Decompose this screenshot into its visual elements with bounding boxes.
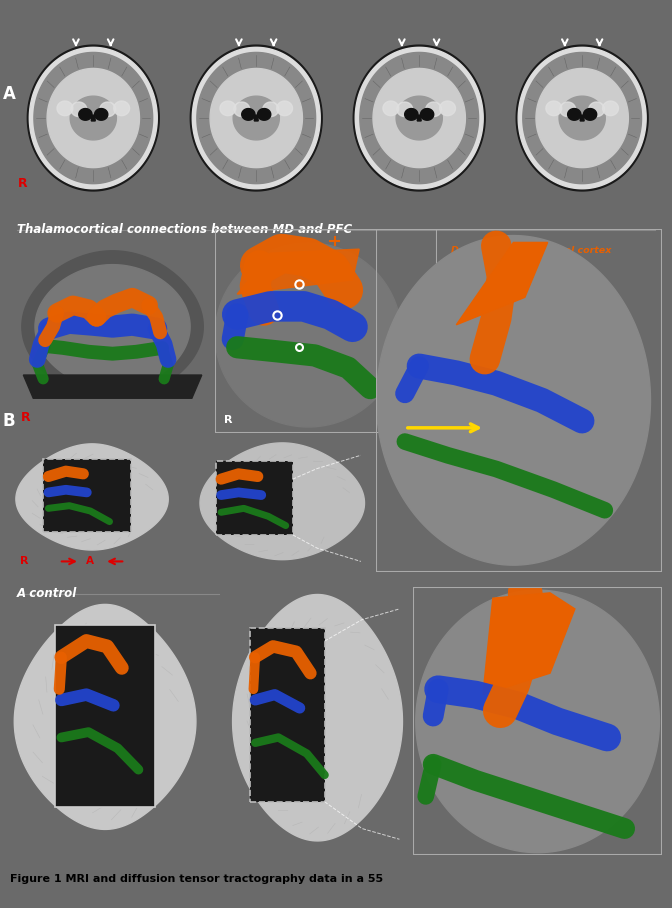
Polygon shape: [583, 109, 597, 120]
Polygon shape: [16, 444, 168, 550]
Polygon shape: [536, 68, 628, 168]
Text: A: A: [3, 85, 15, 103]
Polygon shape: [277, 101, 292, 115]
Polygon shape: [28, 45, 159, 191]
Text: A: A: [86, 557, 94, 567]
Polygon shape: [559, 96, 605, 140]
Polygon shape: [210, 68, 302, 168]
Polygon shape: [416, 590, 659, 853]
Polygon shape: [580, 115, 584, 121]
Polygon shape: [100, 102, 116, 116]
Polygon shape: [355, 47, 483, 189]
Polygon shape: [114, 101, 130, 115]
Polygon shape: [560, 102, 576, 116]
Polygon shape: [79, 109, 92, 120]
Polygon shape: [14, 605, 196, 829]
Text: R: R: [18, 177, 28, 191]
Polygon shape: [34, 53, 153, 183]
Text: B: B: [3, 412, 15, 430]
Bar: [43, 459, 130, 532]
Polygon shape: [192, 47, 321, 189]
Polygon shape: [546, 101, 562, 115]
Polygon shape: [190, 45, 322, 191]
Polygon shape: [197, 53, 316, 183]
Text: Dorsolateral prefrontal cortex: Dorsolateral prefrontal cortex: [452, 246, 612, 255]
Polygon shape: [353, 45, 485, 191]
Polygon shape: [233, 96, 280, 140]
Polygon shape: [35, 264, 190, 389]
Polygon shape: [30, 47, 157, 189]
Text: Ventrolateral prefrontal cortex: Ventrolateral prefrontal cortex: [452, 308, 616, 317]
Polygon shape: [383, 101, 398, 115]
Polygon shape: [47, 68, 140, 168]
Polygon shape: [396, 96, 442, 140]
Text: Thalamocortical connections between MD and PFC: Thalamocortical connections between MD a…: [17, 223, 351, 236]
Polygon shape: [215, 243, 401, 427]
Polygon shape: [421, 109, 433, 120]
Polygon shape: [91, 115, 95, 121]
Text: Orbitofrontal cortex: Orbitofrontal cortex: [452, 369, 558, 378]
Bar: [250, 627, 325, 802]
Polygon shape: [70, 96, 116, 140]
Polygon shape: [200, 443, 364, 559]
Polygon shape: [237, 249, 359, 294]
Polygon shape: [376, 235, 650, 565]
Polygon shape: [257, 109, 271, 120]
Polygon shape: [568, 109, 581, 120]
Polygon shape: [71, 102, 87, 116]
Polygon shape: [516, 45, 648, 191]
Text: A control: A control: [17, 587, 77, 600]
Bar: [216, 460, 293, 535]
Polygon shape: [589, 102, 605, 116]
Polygon shape: [417, 115, 421, 121]
Polygon shape: [24, 375, 202, 399]
Text: R: R: [20, 556, 29, 566]
Polygon shape: [263, 102, 279, 116]
Polygon shape: [405, 109, 418, 120]
Polygon shape: [95, 109, 108, 120]
Text: R: R: [22, 411, 31, 425]
Polygon shape: [603, 101, 618, 115]
Polygon shape: [426, 102, 442, 116]
Polygon shape: [360, 53, 478, 183]
Polygon shape: [254, 115, 258, 121]
Polygon shape: [518, 47, 646, 189]
Polygon shape: [483, 593, 575, 695]
Polygon shape: [22, 251, 203, 398]
Polygon shape: [233, 595, 403, 841]
Polygon shape: [57, 101, 73, 115]
Text: Figure 1 MRI and diffusion tensor tractography data in a 55: Figure 1 MRI and diffusion tensor tracto…: [10, 874, 383, 884]
Bar: [55, 625, 155, 807]
Polygon shape: [456, 242, 548, 325]
Polygon shape: [373, 68, 466, 168]
Polygon shape: [242, 109, 255, 120]
Polygon shape: [234, 102, 250, 116]
Polygon shape: [523, 53, 642, 183]
Polygon shape: [439, 101, 456, 115]
Polygon shape: [220, 101, 236, 115]
Text: R: R: [224, 415, 233, 425]
Polygon shape: [397, 102, 413, 116]
